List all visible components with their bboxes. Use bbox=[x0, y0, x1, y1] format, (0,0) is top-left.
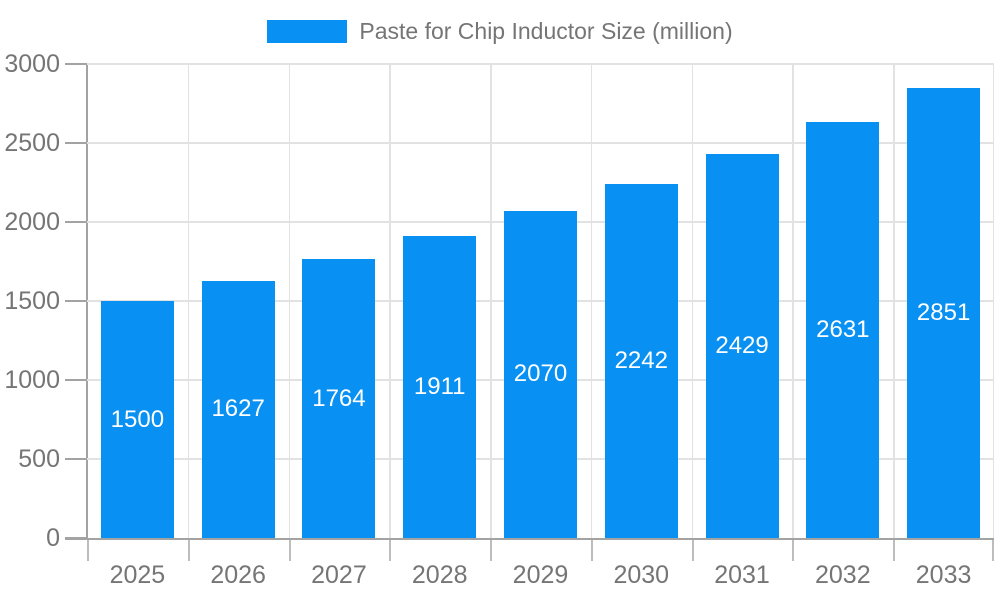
x-axis-label: 2025 bbox=[109, 561, 166, 589]
x-axis-tick bbox=[288, 540, 291, 561]
x-axis-label: 2031 bbox=[714, 561, 770, 589]
bar-2031[interactable]: 2429 bbox=[705, 154, 779, 538]
x-axis-tick bbox=[992, 540, 994, 561]
x-axis-label: 2026 bbox=[210, 561, 266, 589]
y-axis-line bbox=[85, 64, 88, 540]
y-axis-label: 0 bbox=[46, 524, 60, 552]
x-axis-label: 2028 bbox=[411, 561, 468, 589]
x-axis-tick bbox=[187, 540, 190, 561]
x-gridline bbox=[590, 64, 593, 538]
plot-area: 1500 1627 1764 1911 2070 2242 2429 2631 2851 bbox=[87, 63, 994, 538]
y-axis-tick bbox=[65, 379, 87, 381]
bar-value-label: 1627 bbox=[211, 395, 265, 423]
x-axis-tick bbox=[893, 540, 896, 561]
x-gridline bbox=[490, 64, 492, 538]
y-axis-label: 3000 bbox=[4, 50, 60, 78]
bar-2027[interactable]: 1764 bbox=[302, 259, 376, 538]
x-gridline bbox=[893, 64, 895, 538]
bar-value-label: 2631 bbox=[816, 316, 870, 344]
bar-2028[interactable]: 1911 bbox=[403, 236, 477, 538]
x-axis-tick bbox=[590, 540, 593, 561]
bar-2030[interactable]: 2242 bbox=[604, 183, 678, 538]
bar-value-label: 2851 bbox=[916, 298, 971, 326]
y-axis-label: 500 bbox=[18, 445, 60, 473]
y-axis-tick bbox=[65, 458, 87, 460]
legend-label: Paste for Chip Inductor Size (million) bbox=[359, 18, 733, 44]
bar-2026[interactable]: 1627 bbox=[201, 280, 275, 538]
y-axis-tick bbox=[65, 300, 87, 302]
y-gridline bbox=[87, 63, 994, 65]
bar-value-label: 2070 bbox=[513, 360, 568, 388]
x-axis-label: 2032 bbox=[815, 561, 871, 589]
x-gridline bbox=[992, 64, 994, 538]
x-axis-label: 2027 bbox=[311, 561, 367, 589]
x-axis-label: 2029 bbox=[512, 561, 569, 589]
x-gridline bbox=[288, 64, 291, 538]
y-axis-label: 2500 bbox=[4, 129, 60, 157]
bar-2033[interactable]: 2851 bbox=[907, 87, 981, 538]
y-axis-tick bbox=[65, 221, 87, 223]
x-axis-tick bbox=[87, 540, 89, 561]
y-axis-label: 2000 bbox=[4, 208, 60, 236]
bar-value-label: 2429 bbox=[715, 332, 769, 360]
bar-value-label: 1500 bbox=[110, 405, 165, 433]
x-gridline bbox=[389, 64, 391, 538]
y-axis-label: 1000 bbox=[4, 366, 60, 394]
x-gridline bbox=[792, 64, 794, 538]
y-axis-tick bbox=[65, 63, 87, 65]
bar-2032[interactable]: 2631 bbox=[806, 122, 880, 538]
x-gridline bbox=[691, 64, 694, 538]
bar-value-label: 1764 bbox=[312, 384, 366, 412]
y-axis-label: 1500 bbox=[4, 287, 60, 315]
bar-2025[interactable]: 1500 bbox=[100, 301, 174, 538]
bar-2029[interactable]: 2070 bbox=[504, 210, 577, 538]
x-axis-label: 2033 bbox=[915, 561, 972, 589]
y-axis-tick bbox=[65, 537, 87, 539]
x-axis-tick bbox=[490, 540, 493, 561]
x-gridline bbox=[187, 64, 190, 538]
legend[interactable]: Paste for Chip Inductor Size (million) bbox=[0, 18, 1000, 45]
y-axis-tick bbox=[65, 142, 87, 144]
x-axis-tick bbox=[792, 540, 795, 561]
bar-value-label: 1911 bbox=[413, 373, 466, 401]
legend-swatch bbox=[267, 20, 348, 43]
x-axis-tick bbox=[389, 540, 392, 561]
x-axis-tick bbox=[691, 540, 694, 561]
y-gridline bbox=[87, 142, 994, 144]
x-axis-line bbox=[65, 538, 994, 540]
x-axis-label: 2030 bbox=[613, 561, 670, 589]
bar-value-label: 2242 bbox=[614, 346, 668, 374]
